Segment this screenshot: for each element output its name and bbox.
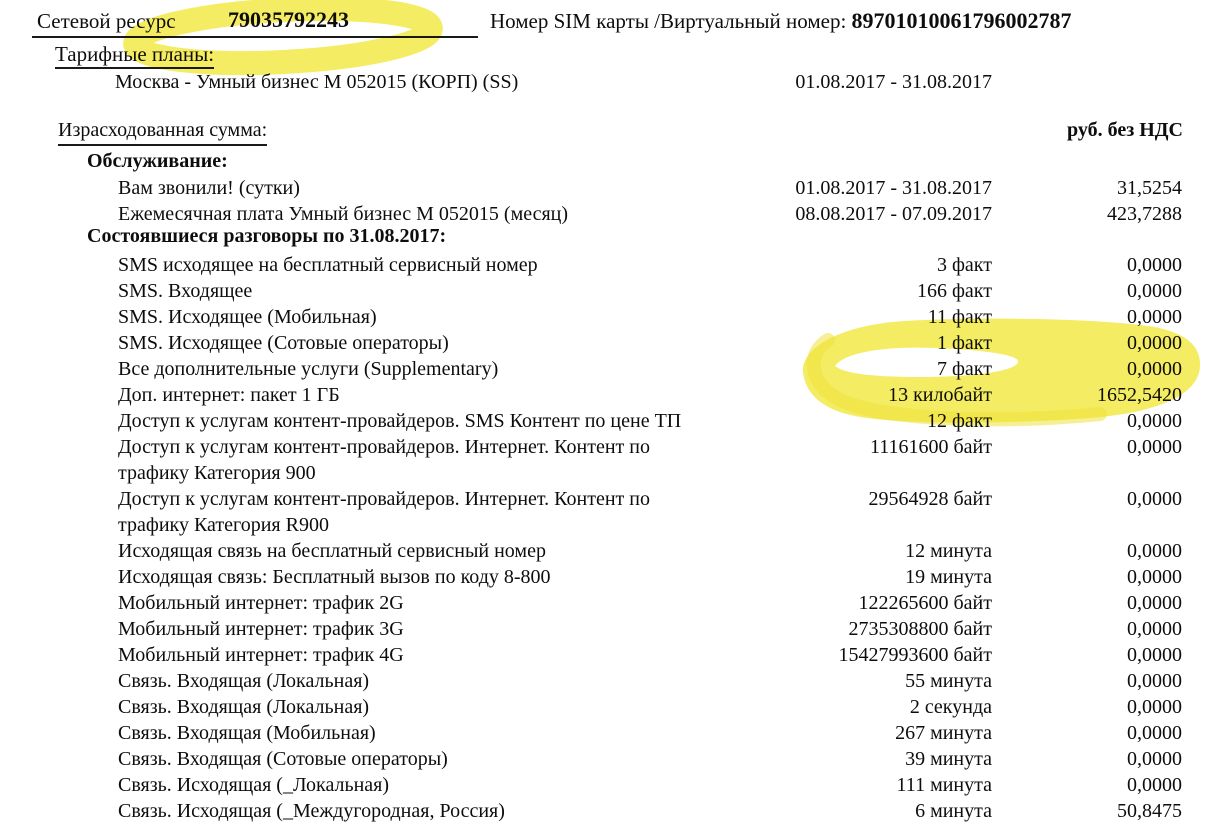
usage-row-label: SMS. Входящее bbox=[118, 280, 253, 302]
usage-row-amount: 0,0000 bbox=[1127, 696, 1182, 718]
usage-row-amount: 0,0000 bbox=[1127, 670, 1182, 692]
usage-row-label: Доступ к услугам контент-провайдеров. Ин… bbox=[118, 488, 650, 536]
currency-label: руб. без НДС bbox=[1066, 119, 1183, 141]
usage-row-label: Связь. Входящая (Локальная) bbox=[118, 696, 370, 718]
usage-row-quantity: 15427993600 байт bbox=[838, 644, 993, 666]
usage-row-quantity: 55 минута bbox=[905, 670, 992, 692]
usage-row-amount: 0,0000 bbox=[1127, 540, 1182, 562]
usage-row-quantity: 2735308800 байт bbox=[848, 618, 993, 640]
usage-row-amount: 1652,5420 bbox=[1097, 384, 1182, 406]
usage-row-amount: 0,0000 bbox=[1127, 748, 1182, 770]
usage-row-amount: 0,0000 bbox=[1127, 280, 1182, 302]
usage-row-amount: 0,0000 bbox=[1127, 410, 1182, 432]
tariff-plan-name: Москва - Умный бизнес М 052015 (КОРП) (S… bbox=[115, 71, 519, 93]
sim-number-label: Номер SIM карты /Виртуальный номер: bbox=[490, 9, 847, 33]
service-row-period: 01.08.2017 - 31.08.2017 bbox=[795, 177, 992, 199]
usage-row-quantity: 12 минута bbox=[905, 540, 992, 562]
usage-row-label: Связь. Исходящая (_Локальная) bbox=[118, 774, 390, 796]
usage-row-amount: 0,0000 bbox=[1127, 592, 1182, 614]
service-row-label: Вам звонили! (сутки) bbox=[118, 177, 300, 199]
sim-number-block: Номер SIM карты /Виртуальный номер: 8970… bbox=[490, 8, 1072, 34]
usage-row-amount: 0,0000 bbox=[1127, 436, 1182, 458]
usage-row-label: SMS. Исходящее (Сотовые операторы) bbox=[118, 332, 449, 354]
usage-row-quantity: 122265600 байт bbox=[858, 592, 993, 614]
usage-row-amount: 0,0000 bbox=[1127, 644, 1182, 666]
usage-row-amount: 0,0000 bbox=[1127, 774, 1182, 796]
usage-row-quantity: 3 факт bbox=[936, 254, 992, 276]
usage-row-label: Связь. Входящая (Локальная) bbox=[118, 670, 370, 692]
usage-row-label: Связь. Входящая (Сотовые операторы) bbox=[118, 748, 448, 770]
usage-row-amount: 0,0000 bbox=[1127, 306, 1182, 328]
usage-row-amount: 0,0000 bbox=[1127, 722, 1182, 744]
usage-row-label: Связь. Исходящая (_Междугородная, Россия… bbox=[118, 800, 505, 822]
usage-row-quantity: 166 факт bbox=[916, 280, 992, 302]
usage-row-amount: 50,8475 bbox=[1117, 800, 1182, 822]
usage-row-label: Связь. Входящая (Мобильная) bbox=[118, 722, 376, 744]
service-row-label: Ежемесячная плата Умный бизнес М 052015 … bbox=[118, 203, 569, 225]
usage-row-amount: 0,0000 bbox=[1127, 358, 1182, 380]
usage-row-label: SMS. Исходящее (Мобильная) bbox=[118, 306, 377, 328]
usage-row-label: Доп. интернет: пакет 1 ГБ bbox=[118, 384, 340, 406]
usage-row-quantity: 6 минута bbox=[915, 800, 992, 822]
usage-row-quantity: 11161600 байт bbox=[869, 436, 992, 458]
usage-row-amount: 0,0000 bbox=[1127, 618, 1182, 640]
service-row-period: 08.08.2017 - 07.09.2017 bbox=[795, 203, 992, 225]
usage-row-label: Доступ к услугам контент-провайдеров. SM… bbox=[118, 410, 682, 432]
usage-row-quantity: 7 факт bbox=[936, 358, 992, 380]
usage-row-quantity: 39 минута bbox=[905, 748, 992, 770]
usage-row-quantity: 29564928 байт bbox=[868, 488, 993, 510]
usage-row-quantity: 12 факт bbox=[926, 410, 992, 432]
calls-section-heading: Состоявшиеся разговоры по 31.08.2017: bbox=[87, 225, 447, 247]
usage-row-label: Мобильный интернет: трафик 2G bbox=[118, 592, 404, 614]
usage-row-label: Мобильный интернет: трафик 4G bbox=[118, 644, 404, 666]
usage-row-quantity: 13 килобайт bbox=[888, 384, 992, 406]
tariff-plan-period: 01.08.2017 - 31.08.2017 bbox=[795, 71, 992, 93]
usage-row-quantity: 1 факт bbox=[936, 332, 992, 354]
usage-row-quantity: 19 минута bbox=[905, 566, 992, 588]
usage-row-label: SMS исходящее на бесплатный сервисный но… bbox=[118, 254, 538, 276]
service-section-heading: Обслуживание: bbox=[87, 150, 228, 172]
usage-row-amount: 0,0000 bbox=[1127, 566, 1182, 588]
usage-row-quantity: 2 секунда bbox=[909, 696, 992, 718]
usage-row-quantity: 111 минута bbox=[896, 774, 992, 796]
usage-row-label: Мобильный интернет: трафик 3G bbox=[118, 618, 404, 640]
service-row-amount: 423,7288 bbox=[1107, 203, 1182, 225]
sim-number-value: 89701010061796002787 bbox=[851, 8, 1072, 33]
usage-row-amount: 0,0000 bbox=[1127, 332, 1182, 354]
service-row-amount: 31,5254 bbox=[1117, 177, 1182, 199]
usage-row-quantity: 11 факт bbox=[927, 306, 992, 328]
usage-row-label: Исходящая связь на бесплатный сервисный … bbox=[118, 540, 546, 562]
usage-row-label: Исходящая связь: Бесплатный вызов по код… bbox=[118, 566, 551, 588]
spent-sum-heading: Израсходованная сумма: bbox=[58, 117, 268, 146]
usage-row-amount: 0,0000 bbox=[1127, 488, 1182, 510]
usage-row-label: Доступ к услугам контент-провайдеров. Ин… bbox=[118, 436, 650, 484]
usage-row-label: Все дополнительные услуги (Supplementary… bbox=[118, 358, 499, 380]
usage-row-amount: 0,0000 bbox=[1127, 254, 1182, 276]
usage-row-quantity: 267 минута bbox=[895, 722, 992, 744]
